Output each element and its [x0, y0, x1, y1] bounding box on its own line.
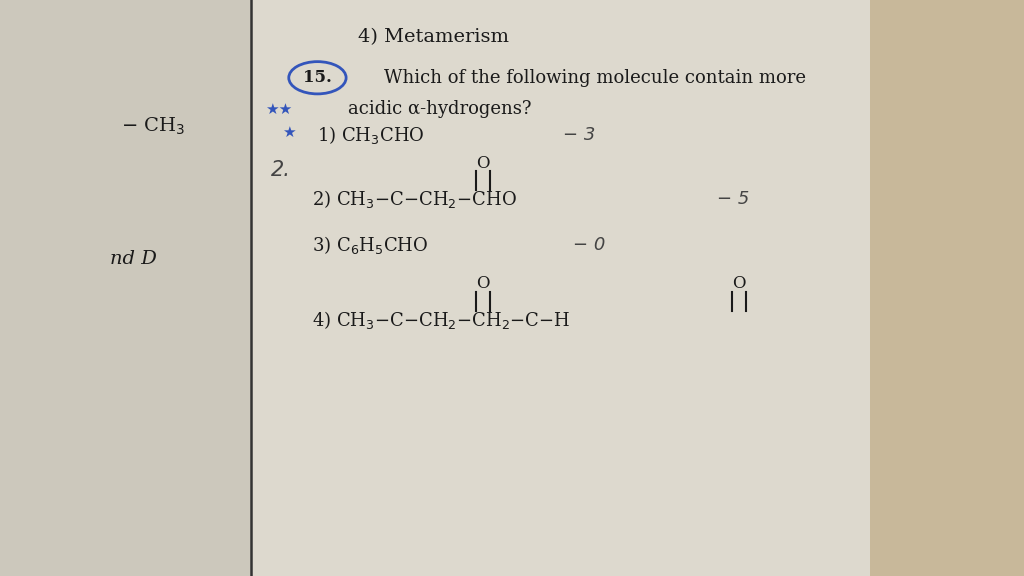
Text: nd D: nd D	[110, 250, 157, 268]
Text: $-$ CH$_3$: $-$ CH$_3$	[122, 116, 185, 137]
Text: − 0: − 0	[573, 236, 606, 254]
Polygon shape	[870, 0, 1024, 576]
Text: acidic α-hydrogens?: acidic α-hydrogens?	[348, 100, 531, 119]
Polygon shape	[0, 0, 251, 576]
Text: ★★: ★★	[265, 102, 292, 117]
Text: − 3: − 3	[563, 126, 596, 145]
Text: 1) CH$_3$CHO: 1) CH$_3$CHO	[317, 124, 425, 146]
Text: 2) CH$_3$−C−CH$_2$−CHO: 2) CH$_3$−C−CH$_2$−CHO	[312, 188, 517, 210]
Text: 4) Metamerism: 4) Metamerism	[358, 28, 509, 47]
Text: Which of the following molecule contain more: Which of the following molecule contain …	[384, 69, 806, 87]
Text: ★: ★	[282, 125, 296, 140]
Text: O: O	[476, 275, 490, 293]
Text: O: O	[476, 154, 490, 172]
Text: O: O	[732, 275, 746, 293]
Text: 3) C$_6$H$_5$CHO: 3) C$_6$H$_5$CHO	[312, 234, 429, 256]
Text: 15.: 15.	[303, 69, 332, 86]
Text: − 5: − 5	[717, 190, 750, 208]
Polygon shape	[251, 0, 870, 576]
Text: 2.: 2.	[271, 160, 291, 180]
Text: 4) CH$_3$−C−CH$_2$−CH$_2$−C−H: 4) CH$_3$−C−CH$_2$−CH$_2$−C−H	[312, 309, 570, 331]
